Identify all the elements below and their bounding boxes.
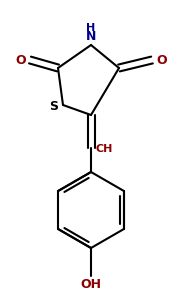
Text: S: S <box>49 100 58 114</box>
Text: OH: OH <box>81 278 102 291</box>
Text: CH: CH <box>95 144 112 154</box>
Text: O: O <box>156 53 167 67</box>
Text: N: N <box>86 30 96 43</box>
Text: H: H <box>86 23 96 33</box>
Text: O: O <box>15 53 26 67</box>
